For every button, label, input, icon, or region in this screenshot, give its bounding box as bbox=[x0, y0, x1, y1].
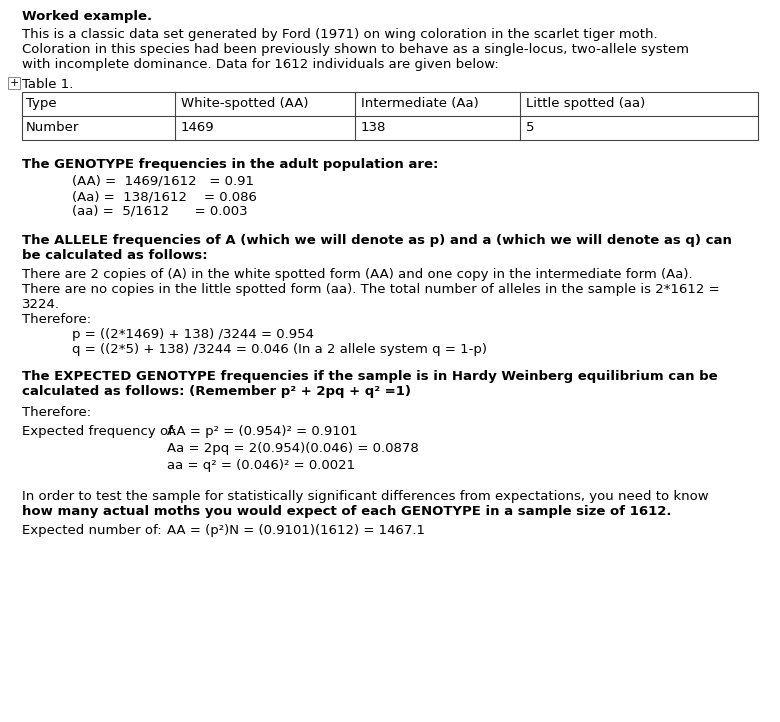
Bar bbox=[8, 77, 20, 89]
Text: Expected number of:: Expected number of: bbox=[22, 524, 161, 537]
Text: (AA) =  1469/1612   = 0.91: (AA) = 1469/1612 = 0.91 bbox=[72, 175, 254, 188]
Text: with incomplete dominance. Data for 1612 individuals are given below:: with incomplete dominance. Data for 1612… bbox=[22, 58, 498, 71]
Text: There are 2 copies of (A) in the white spotted form (AA) and one copy in the int: There are 2 copies of (A) in the white s… bbox=[22, 268, 693, 281]
Text: 3224.: 3224. bbox=[22, 298, 60, 311]
Text: Table 1.: Table 1. bbox=[22, 78, 73, 91]
Text: The EXPECTED GENOTYPE frequencies if the sample is in Hardy Weinberg equilibrium: The EXPECTED GENOTYPE frequencies if the… bbox=[22, 370, 718, 383]
Text: how many actual moths you would expect of each GENOTYPE in a sample size of 1612: how many actual moths you would expect o… bbox=[22, 505, 672, 518]
Text: q = ((2*5) + 138) /3244 = 0.046 (In a 2 allele system q = 1-p): q = ((2*5) + 138) /3244 = 0.046 (In a 2 … bbox=[72, 343, 487, 356]
Text: Therefore:: Therefore: bbox=[22, 406, 91, 419]
Text: p = ((2*1469) + 138) /3244 = 0.954: p = ((2*1469) + 138) /3244 = 0.954 bbox=[72, 328, 314, 341]
Text: +: + bbox=[10, 78, 20, 88]
Text: The ALLELE frequencies of A (which we will denote as p) and a (which we will den: The ALLELE frequencies of A (which we wi… bbox=[22, 234, 732, 247]
Bar bbox=[22, 92, 758, 140]
Text: Type: Type bbox=[26, 97, 57, 110]
Text: Worked example.: Worked example. bbox=[22, 10, 152, 23]
Text: White-spotted (AA): White-spotted (AA) bbox=[181, 97, 309, 110]
Text: AA = p² = (0.954)² = 0.9101: AA = p² = (0.954)² = 0.9101 bbox=[167, 425, 357, 438]
Text: Coloration in this species had been previously shown to behave as a single-locus: Coloration in this species had been prev… bbox=[22, 43, 689, 56]
Text: be calculated as follows:: be calculated as follows: bbox=[22, 249, 207, 262]
Text: Little spotted (aa): Little spotted (aa) bbox=[526, 97, 645, 110]
Text: In order to test the sample for statistically significant differences from expec: In order to test the sample for statisti… bbox=[22, 490, 708, 503]
Text: There are no copies in the little spotted form (aa). The total number of alleles: There are no copies in the little spotte… bbox=[22, 283, 720, 296]
Text: calculated as follows: (Remember p² + 2pq + q² =1): calculated as follows: (Remember p² + 2p… bbox=[22, 385, 411, 398]
Text: 138: 138 bbox=[361, 121, 386, 134]
Text: Expected frequency of:: Expected frequency of: bbox=[22, 425, 177, 438]
Text: (aa) =  5/1612      = 0.003: (aa) = 5/1612 = 0.003 bbox=[72, 205, 247, 218]
Text: Intermediate (Aa): Intermediate (Aa) bbox=[361, 97, 479, 110]
Text: aa = q² = (0.046)² = 0.0021: aa = q² = (0.046)² = 0.0021 bbox=[167, 459, 355, 472]
Text: 5: 5 bbox=[526, 121, 534, 134]
Text: 1469: 1469 bbox=[181, 121, 214, 134]
Text: This is a classic data set generated by Ford (1971) on wing coloration in the sc: This is a classic data set generated by … bbox=[22, 28, 658, 41]
Text: Number: Number bbox=[26, 121, 80, 134]
Text: Aa = 2pq = 2(0.954)(0.046) = 0.0878: Aa = 2pq = 2(0.954)(0.046) = 0.0878 bbox=[167, 442, 419, 455]
Text: Therefore:: Therefore: bbox=[22, 313, 91, 326]
Text: The GENOTYPE frequencies in the adult population are:: The GENOTYPE frequencies in the adult po… bbox=[22, 158, 438, 171]
Text: (Aa) =  138/1612    = 0.086: (Aa) = 138/1612 = 0.086 bbox=[72, 190, 257, 203]
Text: AA = (p²)N = (0.9101)(1612) = 1467.1: AA = (p²)N = (0.9101)(1612) = 1467.1 bbox=[167, 524, 425, 537]
